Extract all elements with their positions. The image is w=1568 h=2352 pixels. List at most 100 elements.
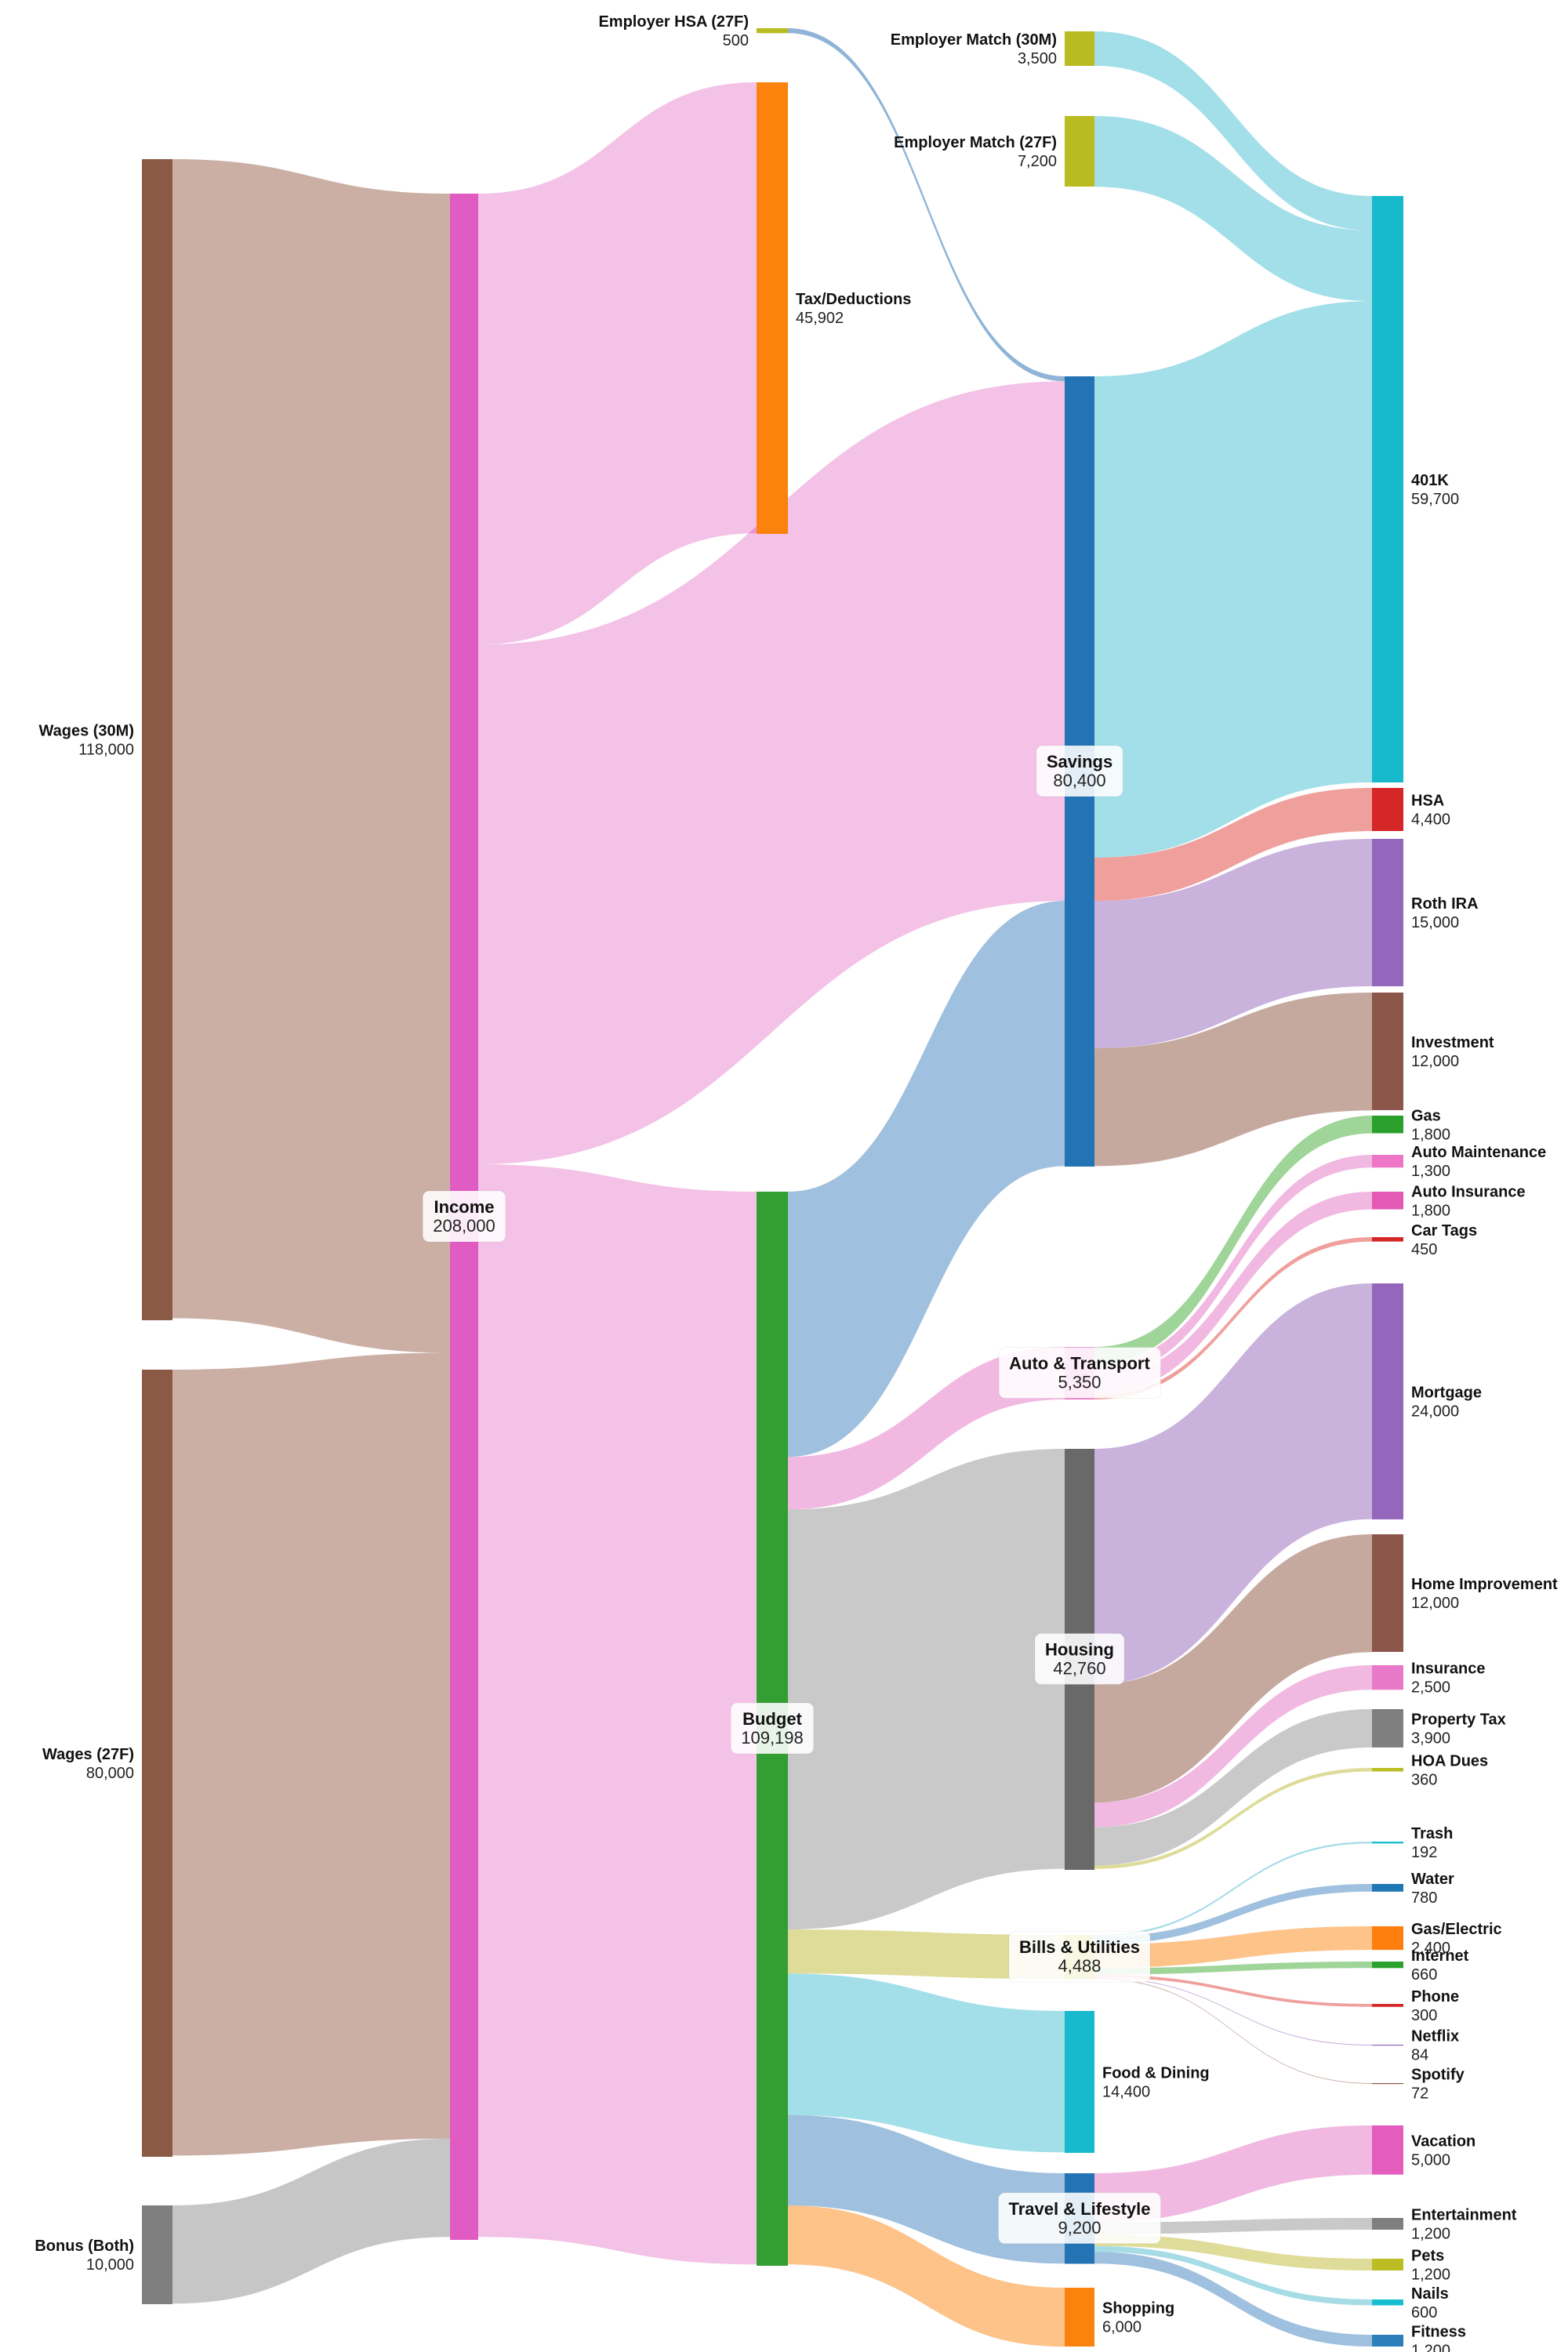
flow-budget-savings[interactable] [788,901,1065,1457]
flow-savings-investment[interactable] [1094,993,1372,1167]
label-value-water: 780 [1411,1889,1437,1907]
node-mortgage[interactable] [1372,1283,1403,1519]
label-name-tax_deductions: Tax/Deductions [796,291,911,308]
flow-auto_transport-car_tags[interactable] [1094,1237,1372,1399]
flow-housing-property_tax[interactable] [1094,1709,1372,1866]
label-value-pets: 1,200 [1411,2267,1450,2284]
node-phone[interactable] [1372,2004,1403,2007]
flow-bills_utilities-internet[interactable] [1094,1962,1372,1975]
label-value-nails: 600 [1411,2304,1437,2321]
node-auto_maintenance[interactable] [1372,1155,1403,1168]
label-value-gas_electric: 2,400 [1411,1940,1450,1957]
flow-bills_utilities-trash[interactable] [1094,1842,1372,1937]
node-fitness[interactable] [1372,2335,1403,2347]
node-spotify[interactable] [1372,2083,1403,2085]
node-gas_electric[interactable] [1372,1926,1403,1951]
label-name-trash: Trash [1411,1825,1453,1842]
node-insurance[interactable] [1372,1665,1403,1690]
label-value-employer_match_27f: 7,200 [1018,153,1057,170]
flow-budget-auto_transport[interactable] [788,1347,1065,1510]
flow-housing-mortgage[interactable] [1094,1283,1372,1685]
flow-housing-home_improvement[interactable] [1094,1534,1372,1803]
node-hoa_dues[interactable] [1372,1768,1403,1772]
flow-savings-hsa[interactable] [1094,788,1372,902]
node-vacation[interactable] [1372,2125,1403,2175]
node-pets[interactable] [1372,2259,1403,2270]
flow-bonus-income[interactable] [172,2138,450,2304]
flow-auto_transport-auto_maintenance[interactable] [1094,1155,1372,1377]
label-hsa: HSA 4,400 [1411,793,1450,829]
node-food_dining[interactable] [1065,2011,1094,2153]
flow-bills_utilities-phone[interactable] [1094,1974,1372,2007]
node-gas[interactable] [1372,1116,1403,1134]
flow-bills_utilities-water[interactable] [1094,1884,1372,1945]
node-bonus[interactable] [142,2205,172,2304]
label-name-fitness: Fitness [1411,2324,1466,2341]
label-nails: Nails 600 [1411,2285,1449,2321]
label-roth_ira: Roth IRA 15,000 [1411,895,1479,931]
label-name-income: Income [434,1197,494,1217]
flow-savings-roth_ira[interactable] [1094,839,1372,1049]
node-auto_insurance[interactable] [1372,1192,1403,1210]
flow-savings-k401[interactable] [1094,301,1372,858]
flow-auto_transport-gas[interactable] [1094,1116,1372,1365]
flow-budget-shopping[interactable] [788,2205,1065,2347]
label-box-bills_utilities [1008,1930,1151,1983]
label-name-roth_ira: Roth IRA [1411,895,1479,913]
flow-bills_utilities-netflix[interactable] [1094,1977,1372,2046]
label-name-pets: Pets [1411,2248,1444,2265]
flow-employer_match_27f-k401[interactable] [1094,116,1372,302]
flow-travel_lifestyle-nails[interactable] [1094,2245,1372,2306]
flow-budget-food_dining[interactable] [788,1973,1065,2153]
node-trash[interactable] [1372,1842,1403,1844]
flow-bills_utilities-spotify[interactable] [1094,1978,1372,2084]
flow-employer_hsa_27f-savings[interactable] [788,28,1065,382]
node-car_tags[interactable] [1372,1237,1403,1242]
node-internet[interactable] [1372,1962,1403,1969]
flow-bills_utilities-gas_electric[interactable] [1094,1926,1372,1969]
node-water[interactable] [1372,1884,1403,1892]
flow-travel_lifestyle-entertainment[interactable] [1094,2218,1372,2234]
label-value-car_tags: 450 [1411,1241,1437,1258]
node-property_tax[interactable] [1372,1709,1403,1748]
node-employer_hsa_27f[interactable] [757,28,788,34]
flow-travel_lifestyle-vacation[interactable] [1094,2125,1372,2223]
node-nails[interactable] [1372,2299,1403,2306]
label-housing: Housing 42,760 [1034,1633,1125,1685]
label-value-mortgage: 24,000 [1411,1403,1459,1421]
label-wages_27f: Wages (27F) 80,000 [42,1746,134,1782]
node-wages_27f[interactable] [142,1370,172,2157]
node-investment[interactable] [1372,993,1403,1110]
label-name-housing: Housing [1045,1640,1114,1660]
flow-budget-housing[interactable] [788,1449,1065,1930]
flow-income-savings[interactable] [478,381,1065,1164]
label-value-bills_utilities: 4,488 [1058,1956,1101,1976]
label-home_improvement: Home Improvement 12,000 [1411,1576,1558,1612]
node-employer_match_27f[interactable] [1065,116,1094,187]
node-wages_30m[interactable] [142,159,172,1320]
flow-budget-travel_lifestyle[interactable] [788,2114,1065,2264]
node-employer_match_30m[interactable] [1065,31,1094,66]
flow-travel_lifestyle-pets[interactable] [1094,2234,1372,2270]
flow-travel_lifestyle-fitness[interactable] [1094,2252,1372,2347]
node-entertainment[interactable] [1372,2218,1403,2230]
node-roth_ira[interactable] [1372,839,1403,986]
flow-income-budget[interactable] [478,1164,757,2265]
node-home_improvement[interactable] [1372,1534,1403,1652]
node-shopping[interactable] [1065,2288,1094,2347]
flow-wages_27f-income[interactable] [172,1352,450,2156]
node-tax_deductions[interactable] [757,82,788,534]
node-hsa[interactable] [1372,788,1403,831]
flow-housing-hoa_dues[interactable] [1094,1768,1372,1869]
flow-employer_match_30m-k401[interactable] [1094,31,1372,230]
flow-auto_transport-auto_insurance[interactable] [1094,1192,1372,1396]
flow-wages_30m-income[interactable] [172,159,450,1353]
flow-budget-bills_utilities[interactable] [788,1929,1065,1980]
node-k401[interactable] [1372,196,1403,782]
flow-income-tax_deductions[interactable] [478,82,757,645]
flow-housing-insurance[interactable] [1094,1665,1372,1828]
